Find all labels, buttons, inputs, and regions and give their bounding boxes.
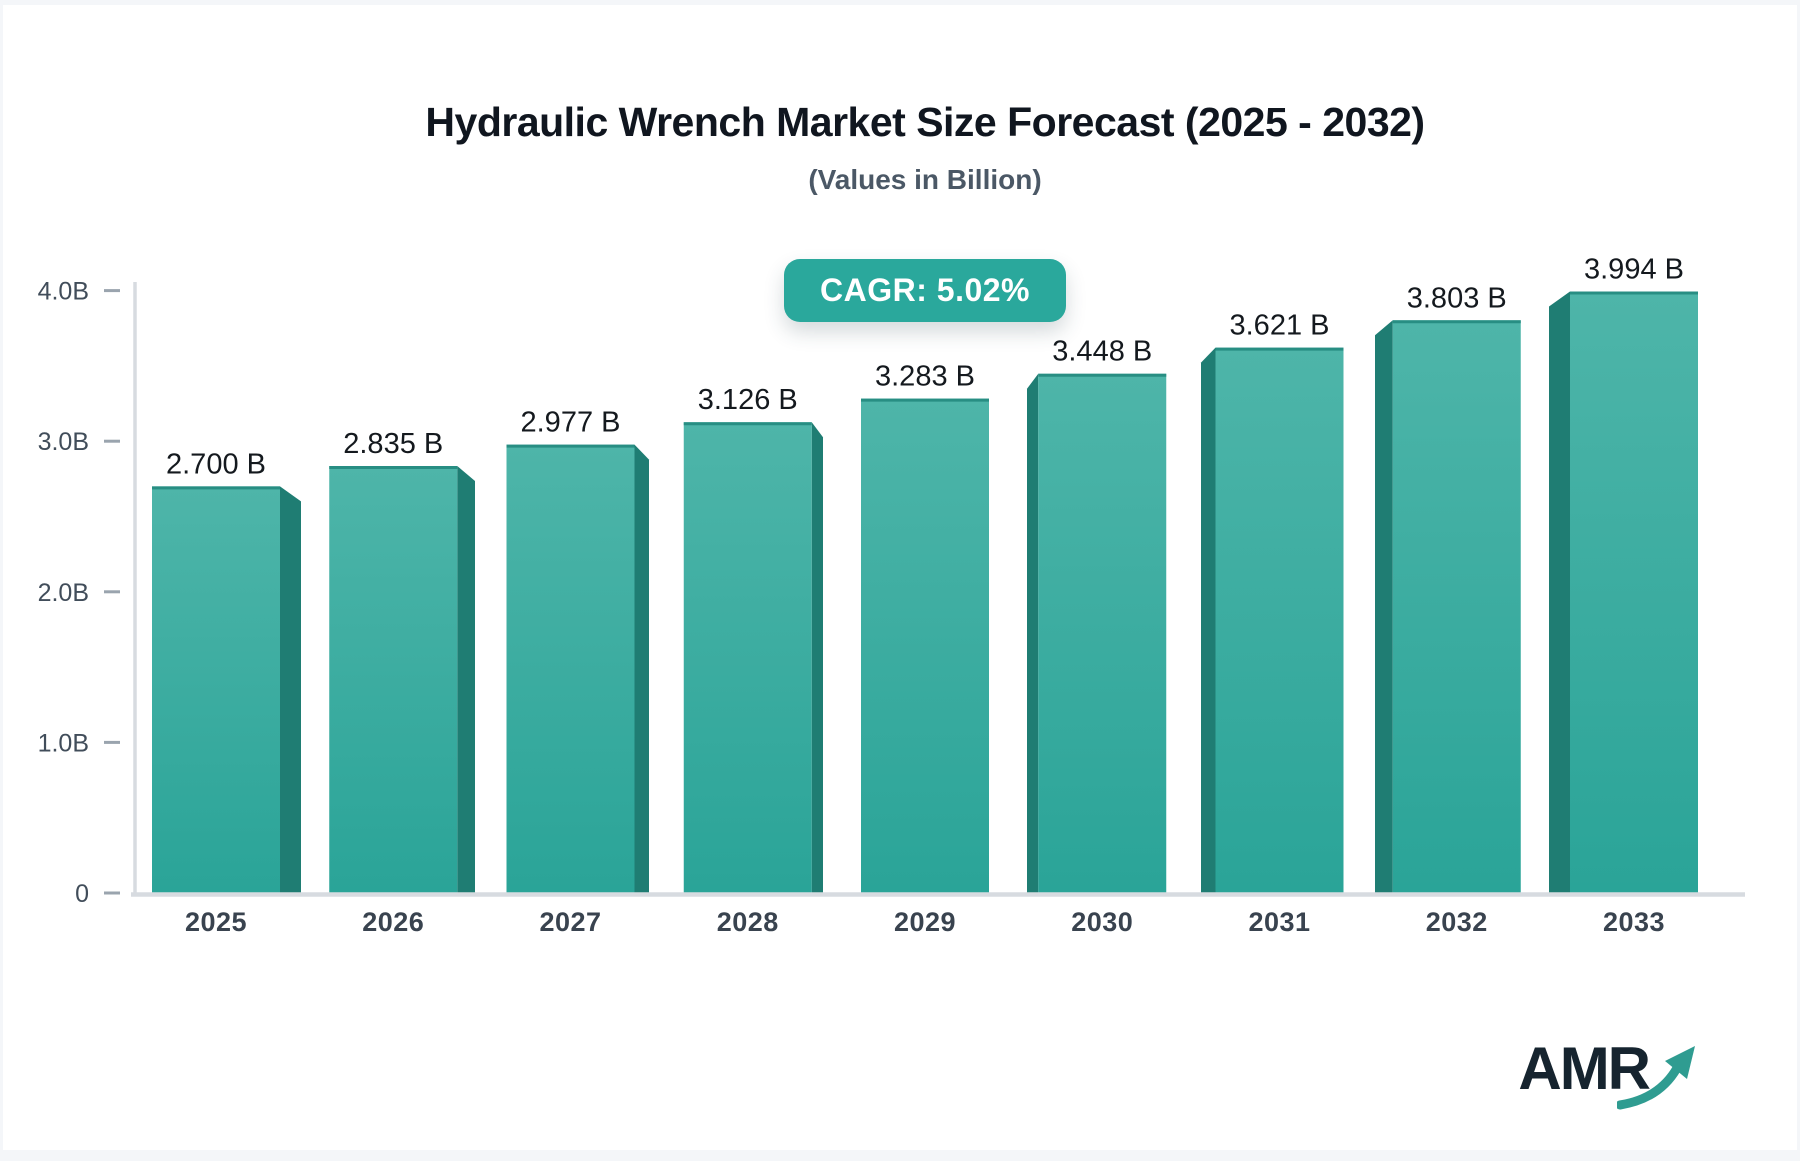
bar-side-2028 — [811, 422, 823, 893]
y-tick-label-4.0B: 4.0B — [38, 278, 89, 306]
bar-2031 — [1215, 347, 1344, 894]
bar-value-label-2032: 3.803 B — [1407, 282, 1507, 314]
x-axis-label-2028: 2028 — [717, 907, 779, 937]
y-tick-label-3.0B: 3.0B — [38, 428, 89, 456]
x-axis-label-2027: 2027 — [539, 907, 601, 937]
x-axis-label-2032: 2032 — [1426, 907, 1488, 937]
x-axis-label-2026: 2026 — [362, 907, 424, 937]
bar-value-label-2028: 3.126 B — [698, 384, 798, 416]
chart-title: Hydraulic Wrench Market Size Forecast (2… — [425, 99, 1425, 145]
x-axis-label-2030: 2030 — [1071, 907, 1133, 937]
bar-value-label-2025: 2.700 B — [166, 448, 266, 480]
cagr-badge-label: CAGR: 5.02% — [820, 272, 1030, 308]
cagr-badge: CAGR: 5.02% — [784, 259, 1066, 322]
chart-header: Hydraulic Wrench Market Size Forecast (2… — [28, 99, 1800, 196]
bar-2028 — [683, 422, 812, 893]
bar-value-label-2031: 3.621 B — [1230, 310, 1330, 342]
x-axis-label-2033: 2033 — [1603, 907, 1665, 937]
bar-2032 — [1392, 320, 1521, 893]
bar-2029 — [861, 398, 989, 893]
chart-card: Hydraulic Wrench Market Size Forecast (2… — [3, 5, 1797, 1150]
bar-value-label-2030: 3.448 B — [1052, 336, 1152, 368]
growth-arrow-icon — [1617, 1046, 1695, 1110]
bar-side-2027 — [634, 444, 649, 893]
amr-logo-text: AMR — [1518, 1035, 1651, 1102]
chart-subtitle: (Values in Billion) — [808, 164, 1042, 195]
bar-chart-canvas: 0 1.0B 2.0B 3.0B 4.0B 2.700 B 2025 2.835 B 2026 2… — [38, 254, 1745, 937]
bar-side-2032 — [1375, 320, 1393, 893]
bar-value-label-2029: 3.283 B — [875, 361, 975, 393]
bar-value-label-2027: 2.977 B — [521, 407, 621, 439]
bar-side-2031 — [1201, 347, 1216, 894]
y-tick-label-2.0B: 2.0B — [38, 579, 89, 607]
bar-side-2030 — [1027, 373, 1039, 893]
bar-2026 — [329, 466, 458, 893]
bar-value-label-2033: 3.994 B — [1584, 254, 1684, 286]
bar-side-2026 — [457, 466, 475, 893]
bar-2030 — [1038, 373, 1167, 893]
x-axis-label-2031: 2031 — [1248, 907, 1310, 937]
bar-2025 — [152, 486, 280, 893]
bar-value-label-2026: 2.835 B — [343, 428, 443, 460]
y-tick-label-0: 0 — [75, 880, 89, 908]
x-axis-label-2029: 2029 — [894, 907, 956, 937]
bar-side-2025 — [280, 486, 301, 893]
bar-2027 — [506, 444, 635, 893]
bar-side-2033 — [1549, 291, 1570, 893]
bar-2033 — [1570, 291, 1698, 893]
y-tick-label-1.0B: 1.0B — [38, 729, 89, 757]
x-axis-label-2025: 2025 — [185, 907, 247, 937]
amr-logo: AMR — [1518, 1033, 1697, 1110]
